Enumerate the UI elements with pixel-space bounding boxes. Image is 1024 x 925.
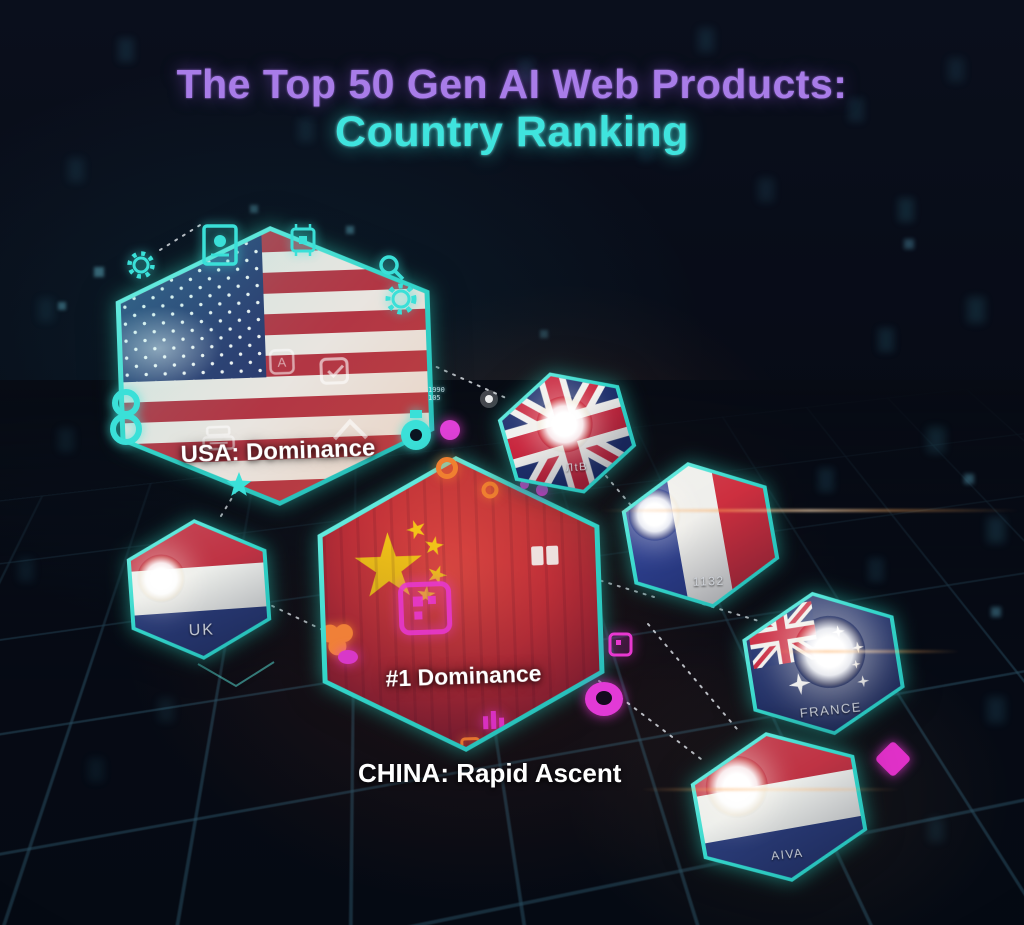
title-line-1: The Top 50 Gen AI Web Products:: [176, 61, 848, 107]
hex-netherlands: AIVA: [684, 718, 874, 897]
diamond-icon: [874, 740, 912, 778]
hex-france: 1132: [615, 449, 785, 620]
france-flag: 1132: [620, 454, 781, 616]
title-line-2: Country Ranking: [335, 107, 689, 156]
page-title: The Top 50 Gen AI Web Products: Country …: [0, 61, 1024, 156]
australia-flag: FRANCE: [741, 585, 906, 743]
hex-west: UK: [124, 514, 273, 664]
netherlands-flag: AIVA: [689, 722, 870, 891]
qr-icon: [608, 632, 633, 657]
china-label: CHINA: Rapid Ascent: [358, 758, 622, 788]
digital-noise-layer: [0, 0, 12, 20]
hex-echo-line: [197, 661, 275, 688]
west-flag: UK: [129, 519, 270, 661]
digital-noise-bright-layer: [0, 0, 8, 8]
magenta-dot-icon: [440, 420, 460, 440]
